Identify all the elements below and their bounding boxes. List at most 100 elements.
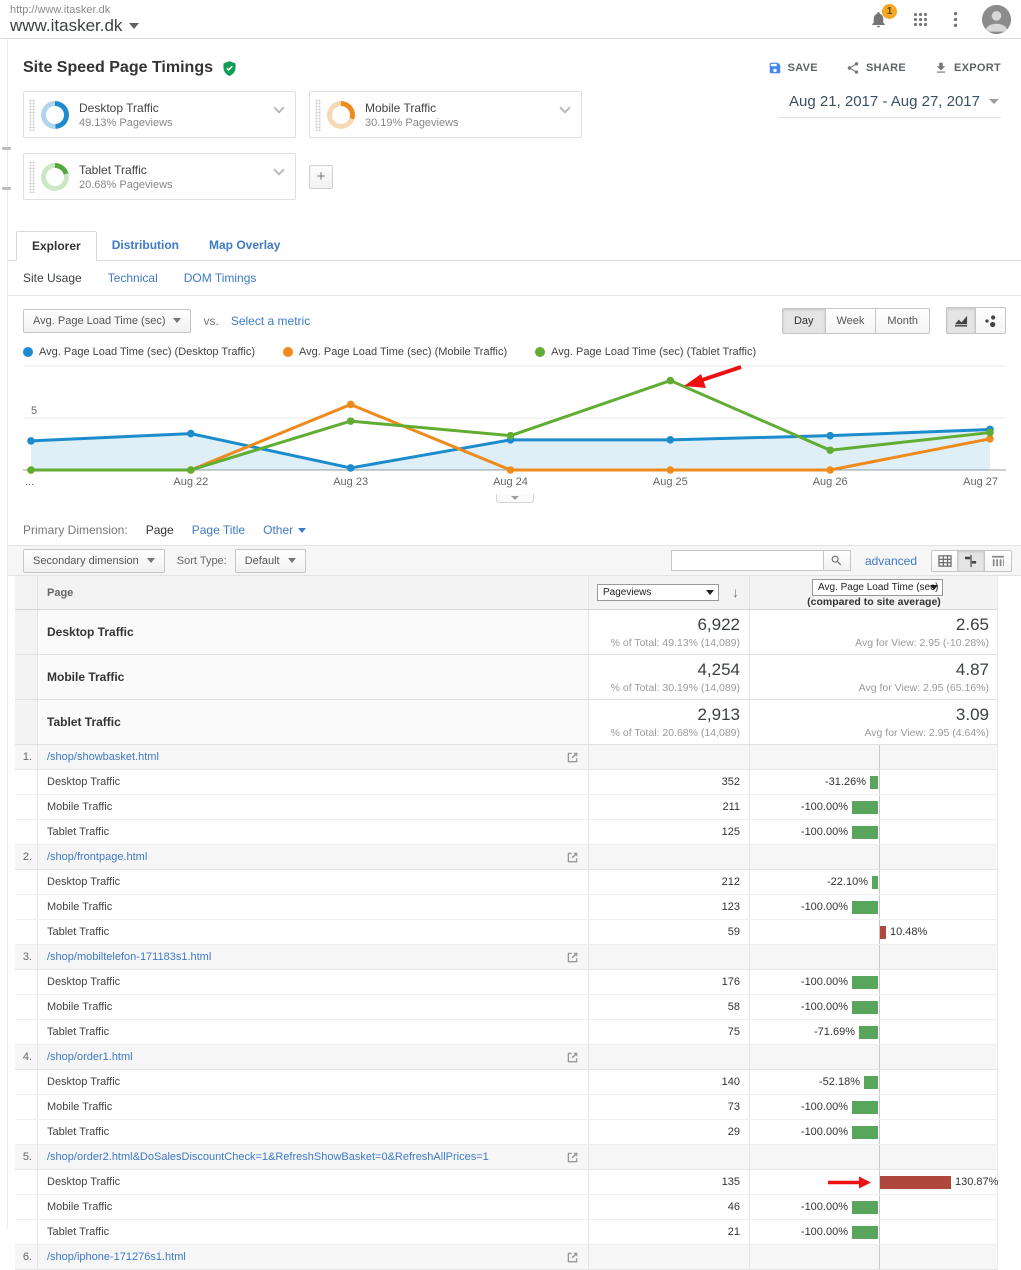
drag-handle-icon[interactable] bbox=[29, 98, 35, 131]
delta-label: 130.87% bbox=[955, 1176, 999, 1188]
row-gutter bbox=[15, 1020, 38, 1044]
delta-bar bbox=[870, 776, 878, 789]
table-row: Mobile Traffic 211 -100.00% bbox=[15, 795, 997, 820]
delta-cell: -71.69% bbox=[749, 1020, 998, 1044]
donut-chart-icon bbox=[41, 100, 69, 129]
subtab-technical[interactable]: Technical bbox=[107, 271, 158, 285]
open-in-new-icon[interactable] bbox=[567, 852, 578, 863]
row-gutter bbox=[15, 610, 38, 654]
segment-label: Desktop Traffic bbox=[47, 976, 121, 988]
table-row: Desktop Traffic 140 -52.18% bbox=[15, 1070, 997, 1095]
granularity-month[interactable]: Month bbox=[876, 307, 930, 334]
primary-dimension-page-title[interactable]: Page Title bbox=[191, 523, 246, 537]
chart-canvas: 5 10... Aug 22 Aug 23 Aug 24 Aug 25 Aug 26 Aug … bbox=[23, 362, 1006, 488]
page-link[interactable]: /shop/frontpage.html bbox=[47, 851, 148, 863]
legend-item: Avg. Page Load Time (sec) (Mobile Traffi… bbox=[283, 346, 507, 358]
segment-picker: Desktop Traffic 49.13% Pageviews Mobile … bbox=[8, 83, 1021, 227]
share-button[interactable]: SHARE bbox=[846, 61, 906, 75]
search-button[interactable] bbox=[822, 550, 851, 571]
open-in-new-icon[interactable] bbox=[567, 952, 578, 963]
data-view-button[interactable] bbox=[931, 549, 958, 572]
page-link[interactable]: /shop/iphone-171276s1.html bbox=[47, 1251, 186, 1263]
delta-cell: -100.00% bbox=[749, 1120, 998, 1144]
delta-axis bbox=[879, 1195, 880, 1219]
avatar[interactable] bbox=[982, 5, 1011, 34]
pivot-view-button[interactable] bbox=[985, 549, 1012, 572]
segment-card-tablet[interactable]: Tablet Traffic 20.68% Pageviews bbox=[23, 153, 296, 200]
export-button[interactable]: EXPORT bbox=[934, 61, 1001, 75]
chevron-down-icon[interactable] bbox=[273, 164, 285, 176]
summary-row: Mobile Traffic 4,254 % of Total: 30.19% (1… bbox=[15, 655, 997, 700]
pageviews-column-select[interactable]: Pageviews bbox=[597, 584, 719, 601]
advanced-search-link[interactable]: advanced bbox=[864, 553, 917, 568]
segment-label: Desktop Traffic bbox=[47, 876, 121, 888]
legend-item: Avg. Page Load Time (sec) (Tablet Traffi… bbox=[535, 346, 756, 358]
open-in-new-icon[interactable] bbox=[567, 1252, 578, 1263]
sort-descending-icon[interactable]: ↓ bbox=[732, 584, 739, 600]
account-selector[interactable]: www.itasker.dk bbox=[10, 16, 140, 36]
delta-bar bbox=[864, 1076, 878, 1089]
open-in-new-icon[interactable] bbox=[567, 1052, 578, 1063]
granularity-week[interactable]: Week bbox=[825, 307, 877, 334]
segment-card-desktop[interactable]: Desktop Traffic 49.13% Pageviews bbox=[23, 91, 296, 138]
segment-label: Mobile Traffic bbox=[47, 1101, 113, 1113]
summary-label: Mobile Traffic bbox=[38, 655, 588, 699]
apps-grid-icon[interactable] bbox=[912, 11, 929, 28]
page-link[interactable]: /shop/order2.html&DoSalesDiscountCheck=1… bbox=[47, 1151, 489, 1163]
drag-handle-icon[interactable] bbox=[315, 98, 321, 131]
save-button[interactable]: SAVE bbox=[768, 61, 818, 75]
metric-column-select[interactable]: Avg. Page Load Time (sec) bbox=[812, 579, 943, 596]
summary-metric: 4.87 Avg for View: 2.95 (65.16%) bbox=[749, 655, 998, 699]
delta-bar bbox=[880, 1176, 951, 1189]
add-segment-button[interactable]: + bbox=[309, 165, 333, 189]
metric-select[interactable]: Avg. Page Load Time (sec) bbox=[23, 308, 192, 333]
row-gutter bbox=[15, 655, 38, 699]
pageviews-subtext: % of Total: 20.68% (14,089) bbox=[610, 727, 740, 739]
chart-collapse-handle[interactable] bbox=[495, 494, 534, 503]
open-in-new-icon[interactable] bbox=[567, 752, 578, 763]
table-row: Tablet Traffic 29 -100.00% bbox=[15, 1120, 997, 1145]
tab-explorer[interactable]: Explorer bbox=[16, 231, 97, 261]
granularity-day[interactable]: Day bbox=[781, 307, 826, 334]
delta-axis bbox=[879, 1170, 880, 1194]
donut-chart-icon bbox=[327, 100, 355, 129]
sort-type-select[interactable]: Default bbox=[234, 548, 306, 573]
segment-card-mobile[interactable]: Mobile Traffic 30.19% Pageviews bbox=[309, 91, 582, 138]
row-gutter bbox=[15, 820, 38, 844]
primary-dimension-page[interactable]: Page bbox=[145, 523, 174, 537]
chevron-down-icon[interactable] bbox=[559, 102, 571, 114]
delta-axis bbox=[879, 1220, 880, 1244]
kebab-menu-icon[interactable] bbox=[953, 11, 958, 28]
table-row: Tablet Traffic 59 10.48% bbox=[15, 920, 997, 945]
column-header-page: Page bbox=[47, 587, 74, 599]
tab-map-overlay[interactable]: Map Overlay bbox=[209, 238, 281, 252]
data-table: Page Pageviews ↓ Avg. Page Load Time (se… bbox=[15, 576, 998, 1270]
page-link[interactable]: /shop/showbasket.html bbox=[47, 751, 159, 763]
line-chart-mode-button[interactable] bbox=[946, 307, 976, 334]
chevron-down-icon bbox=[129, 23, 140, 29]
pageviews-value: 125 bbox=[588, 820, 749, 844]
delta-cell bbox=[749, 1045, 998, 1069]
delta-axis bbox=[879, 995, 880, 1019]
metric-subtext: Avg for View: 2.95 (-10.28%) bbox=[855, 637, 989, 649]
tab-distribution[interactable]: Distribution bbox=[111, 238, 180, 252]
subtab-site-usage[interactable]: Site Usage bbox=[23, 271, 82, 285]
select-metric-link[interactable]: Select a metric bbox=[230, 313, 311, 328]
chevron-down-icon[interactable] bbox=[273, 102, 285, 114]
segment-label: Mobile Traffic bbox=[47, 901, 113, 913]
date-range-selector[interactable]: Aug 21, 2017 - Aug 27, 2017 bbox=[779, 93, 1001, 118]
download-icon bbox=[936, 62, 946, 73]
notifications-button[interactable]: 1 bbox=[869, 4, 897, 29]
comparison-view-button[interactable] bbox=[958, 549, 985, 572]
open-in-new-icon[interactable] bbox=[567, 1152, 578, 1163]
motion-chart-mode-button[interactable] bbox=[976, 307, 1006, 334]
subtab-dom-timings[interactable]: DOM Timings bbox=[183, 271, 257, 285]
secondary-dimension-button[interactable]: Secondary dimension bbox=[23, 548, 165, 573]
page-link[interactable]: /shop/order1.html bbox=[47, 1051, 133, 1063]
drag-handle-icon[interactable] bbox=[29, 160, 35, 193]
page-link[interactable]: /shop/mobiltelefon-171183s1.html bbox=[47, 951, 212, 963]
row-gutter bbox=[15, 995, 38, 1019]
primary-dimension-other[interactable]: Other bbox=[263, 523, 307, 537]
table-search-input[interactable] bbox=[670, 550, 823, 571]
delta-bar bbox=[852, 976, 878, 989]
